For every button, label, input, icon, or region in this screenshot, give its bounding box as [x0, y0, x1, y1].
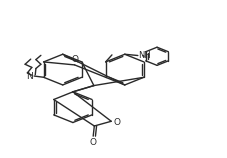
- Text: N: N: [26, 72, 33, 81]
- Text: NH: NH: [138, 51, 151, 60]
- Text: O: O: [71, 55, 78, 64]
- Text: O: O: [114, 118, 121, 127]
- Text: O: O: [90, 138, 97, 147]
